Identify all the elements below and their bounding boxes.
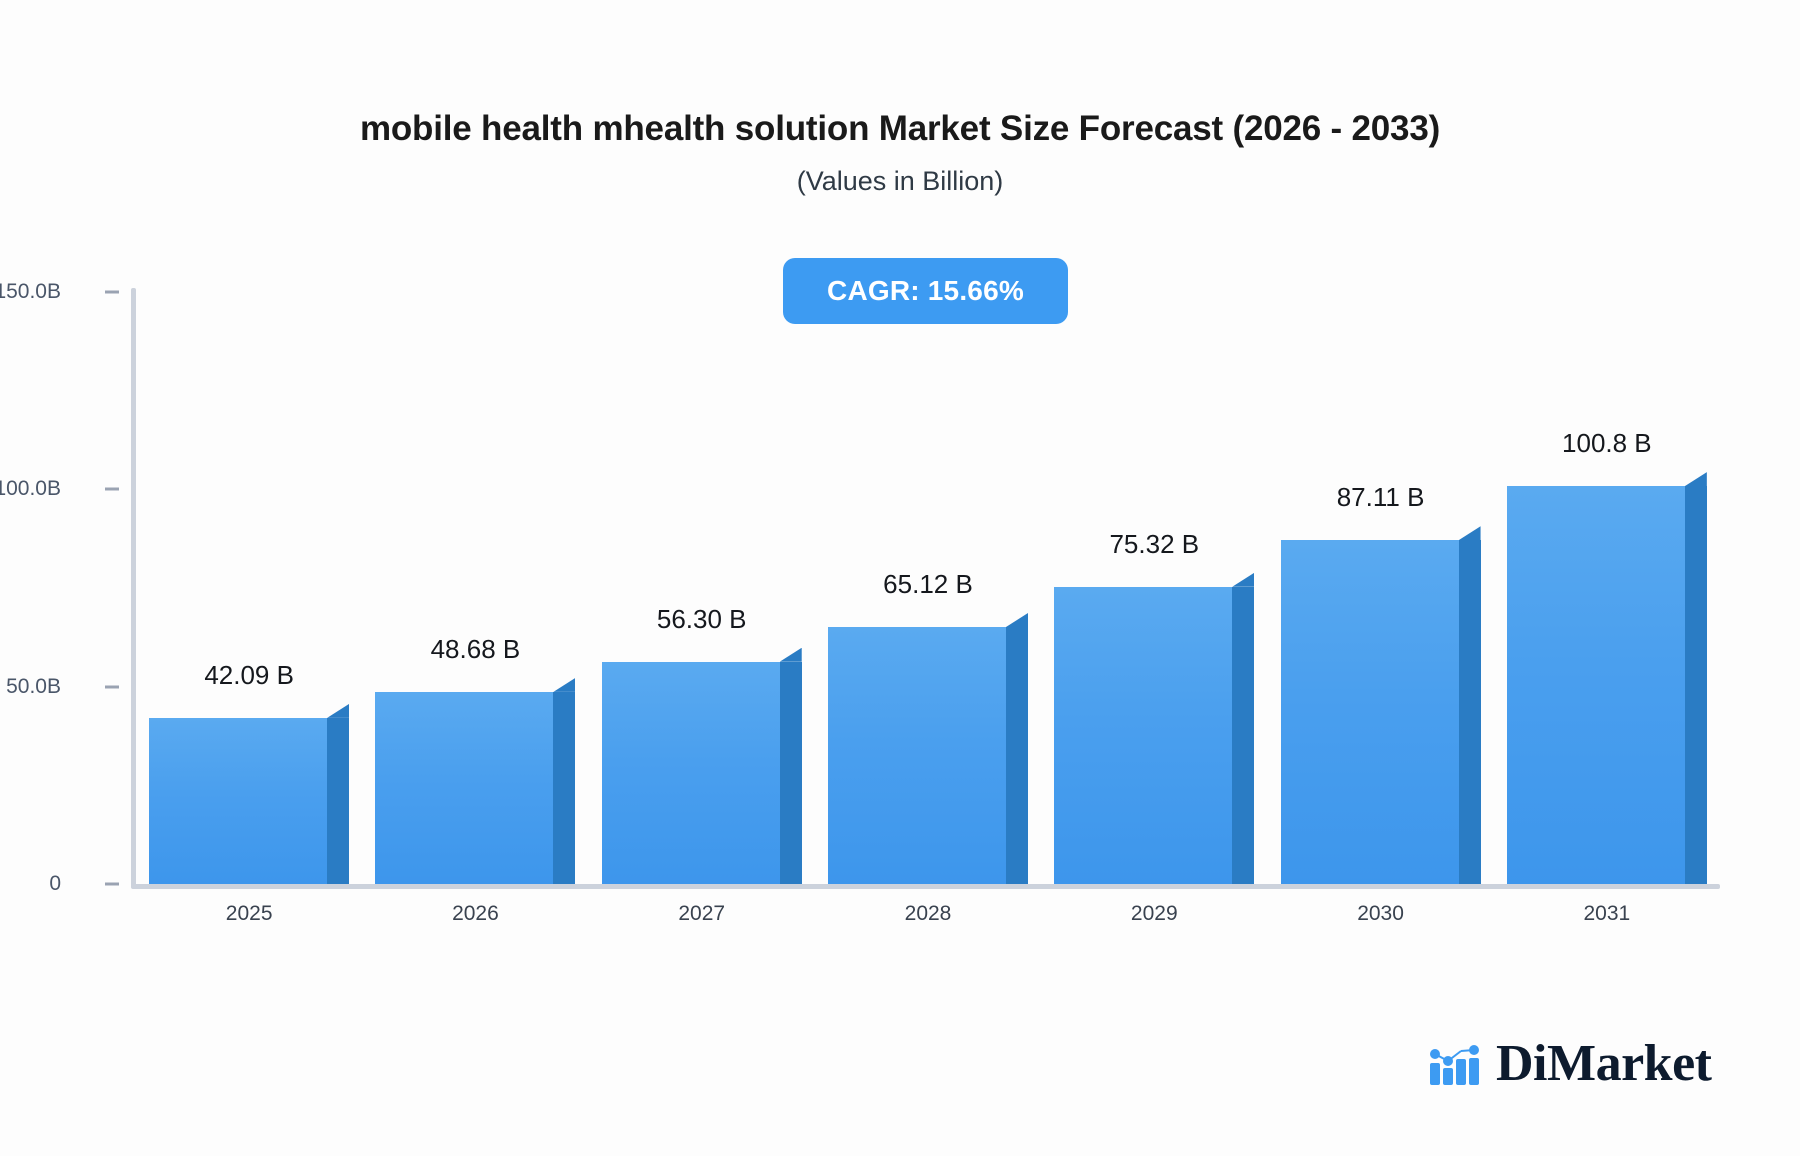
bar-2026[interactable] — [375, 677, 576, 884]
x-axis-tick-label: 2025 — [225, 902, 273, 925]
bar-value-label: 65.12 B — [883, 568, 973, 599]
bar-front-face — [375, 691, 554, 884]
x-axis-tick-label: 2031 — [1583, 902, 1631, 925]
bar-2025[interactable] — [149, 703, 350, 884]
dimarket-logo: DiMarket — [1428, 1035, 1712, 1092]
y-axis-tick-label: 50.0B — [6, 674, 61, 698]
bar-2031[interactable] — [1506, 472, 1707, 884]
bar-front-face — [828, 626, 1006, 884]
logo-text: DiMarket — [1496, 1035, 1712, 1092]
bar-top-bevel — [553, 677, 576, 692]
page-title: mobile health mhealth solution Market Si… — [359, 109, 1441, 148]
bar-value-label: 87.11 B — [1336, 482, 1425, 513]
y-axis-tick-label: 150.0B — [0, 280, 61, 303]
title-block: mobile health mhealth solution Market Si… — [0, 108, 1800, 197]
bar-side-face — [1006, 626, 1028, 884]
bar-front-face — [149, 717, 328, 884]
x-axis-tick-label: 2027 — [678, 902, 726, 925]
bar-2027[interactable] — [601, 647, 802, 884]
bar-side-face — [779, 661, 802, 884]
bar-front-face — [1054, 586, 1233, 884]
bar-side-face — [1684, 486, 1707, 884]
y-axis-tick-mark — [105, 290, 119, 294]
bar-2029[interactable] — [1054, 572, 1255, 884]
x-axis-tick-label: 2029 — [1130, 902, 1178, 925]
bar-value-label: 100.8 B — [1562, 428, 1652, 459]
bar-side-face — [1232, 586, 1255, 884]
x-axis-tick-label: 2030 — [1357, 902, 1404, 925]
y-axis-tick-label: 0 — [49, 872, 61, 895]
bar-2030[interactable] — [1280, 526, 1481, 884]
bar-chart-icon — [1430, 1045, 1479, 1085]
chart-subtitle: (Values in Billion) — [796, 166, 1004, 196]
y-axis-tick-mark — [105, 487, 119, 491]
y-axis-tick-mark — [105, 685, 119, 689]
x-axis-tick-label: 2028 — [904, 902, 952, 925]
y-axis-tick-label: 100.0B — [0, 477, 61, 501]
bar-top-bevel — [779, 647, 802, 662]
bar-side-face — [553, 691, 576, 884]
bar-front-face — [1280, 540, 1459, 884]
cagr-badge: CAGR: 15.66% — [783, 258, 1068, 324]
bar-top-bevel — [327, 703, 350, 718]
bar-top-bevel — [1458, 526, 1481, 541]
y-axis-line — [131, 288, 136, 888]
bar-top-bevel — [1232, 572, 1255, 587]
bar-value-label: 42.09 B — [204, 659, 294, 690]
bar-top-bevel — [1006, 612, 1028, 627]
y-axis-tick-mark — [105, 882, 119, 886]
bar-value-label: 56.30 B — [656, 603, 747, 634]
bar-front-face — [1506, 486, 1685, 884]
bar-front-face — [601, 661, 780, 884]
bar-top-bevel — [1684, 472, 1707, 487]
bar-value-label: 75.32 B — [1109, 528, 1200, 559]
x-axis-tick-label: 2026 — [452, 902, 499, 925]
bar-side-face — [327, 717, 350, 884]
x-axis-line — [131, 884, 1720, 889]
bar-side-face — [1458, 540, 1481, 884]
bar-value-label: 48.68 B — [430, 633, 521, 664]
bar-2028[interactable] — [828, 612, 1028, 884]
